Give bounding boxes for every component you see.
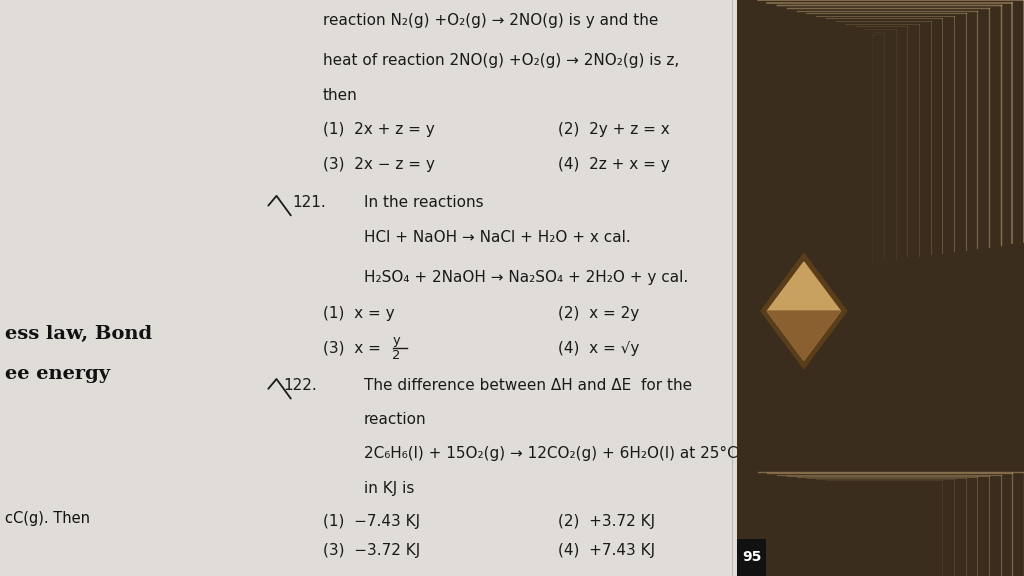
Text: H₂SO₄ + 2NaOH → Na₂SO₄ + 2H₂O + y cal.: H₂SO₄ + 2NaOH → Na₂SO₄ + 2H₂O + y cal. <box>364 270 688 285</box>
Text: 95: 95 <box>742 550 761 564</box>
Text: 122.: 122. <box>284 378 317 393</box>
Text: 2C₆H₆(l) + 15O₂(g) → 12CO₂(g) + 6H₂O(l) at 25°C: 2C₆H₆(l) + 15O₂(g) → 12CO₂(g) + 6H₂O(l) … <box>364 446 737 461</box>
Text: HCl + NaOH → NaCl + H₂O + x cal.: HCl + NaOH → NaCl + H₂O + x cal. <box>364 230 630 245</box>
Text: (2)  +3.72 KJ: (2) +3.72 KJ <box>558 514 655 529</box>
Text: reaction: reaction <box>364 412 426 427</box>
Text: ess law, Bond: ess law, Bond <box>5 325 153 343</box>
Text: heat of reaction 2NO(g) +O₂(g) → 2NO₂(g) is z,: heat of reaction 2NO(g) +O₂(g) → 2NO₂(g)… <box>323 53 679 68</box>
Text: (4)  2z + x = y: (4) 2z + x = y <box>558 157 670 172</box>
Polygon shape <box>767 262 841 360</box>
Text: in KJ is: in KJ is <box>364 481 414 496</box>
Text: (2)  x = 2y: (2) x = 2y <box>558 306 639 321</box>
Text: The difference between ΔH and ΔE  for the: The difference between ΔH and ΔE for the <box>364 378 691 393</box>
Text: (2)  2y + z = x: (2) 2y + z = x <box>558 122 670 137</box>
Text: (1)  x = y: (1) x = y <box>323 306 394 321</box>
Polygon shape <box>767 311 841 360</box>
Text: cC(g). Then: cC(g). Then <box>5 511 90 526</box>
Text: 2: 2 <box>392 350 400 362</box>
Text: (1)  2x + z = y: (1) 2x + z = y <box>323 122 434 137</box>
Text: (4)  +7.43 KJ: (4) +7.43 KJ <box>558 543 655 558</box>
Text: 121.: 121. <box>292 195 326 210</box>
Bar <box>0 0 737 576</box>
Text: (4)  x = √y: (4) x = √y <box>558 341 639 356</box>
Text: In the reactions: In the reactions <box>364 195 483 210</box>
Text: y: y <box>392 335 400 347</box>
Text: (3)  2x − z = y: (3) 2x − z = y <box>323 157 434 172</box>
Text: reaction N₂(g) +O₂(g) → 2NO(g) is y and the: reaction N₂(g) +O₂(g) → 2NO(g) is y and … <box>323 13 658 28</box>
Bar <box>737 539 766 576</box>
Polygon shape <box>761 253 847 369</box>
Text: ee energy: ee energy <box>5 365 111 384</box>
Text: (3)  −3.72 KJ: (3) −3.72 KJ <box>323 543 420 558</box>
Text: (3)  x =: (3) x = <box>323 341 381 356</box>
Text: then: then <box>323 88 357 103</box>
Bar <box>737 0 1024 576</box>
Text: (1)  −7.43 KJ: (1) −7.43 KJ <box>323 514 420 529</box>
